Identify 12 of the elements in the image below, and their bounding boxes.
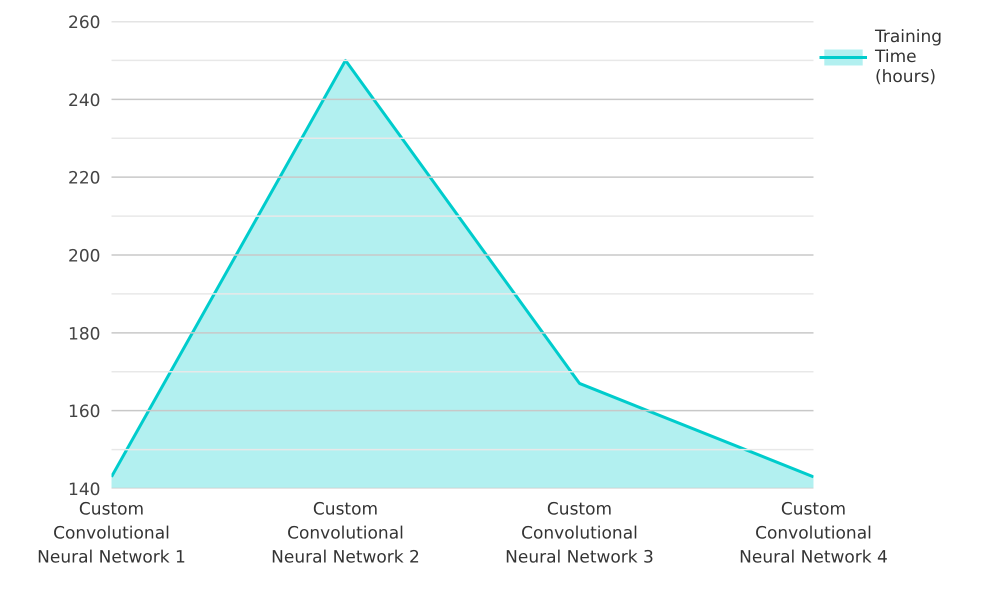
y-tick-label: 260	[68, 13, 101, 33]
x-tick-label: Custom Convolutional Neural Network 3	[505, 500, 654, 568]
x-tick-label: Custom Convolutional Neural Network 2	[271, 500, 420, 568]
y-tick-label: 220	[68, 168, 101, 189]
legend-label: Training Time (hours)	[875, 27, 942, 87]
y-tick-label: 180	[68, 324, 101, 344]
x-tick-label: Custom Convolutional Neural Network 1	[37, 500, 186, 568]
y-tick-label: 200	[68, 246, 101, 266]
y-tick-label: 160	[68, 402, 101, 422]
y-tick-label: 140	[68, 480, 101, 500]
x-tick-label: Custom Convolutional Neural Network 4	[739, 500, 888, 568]
y-tick-label: 240	[68, 90, 101, 111]
